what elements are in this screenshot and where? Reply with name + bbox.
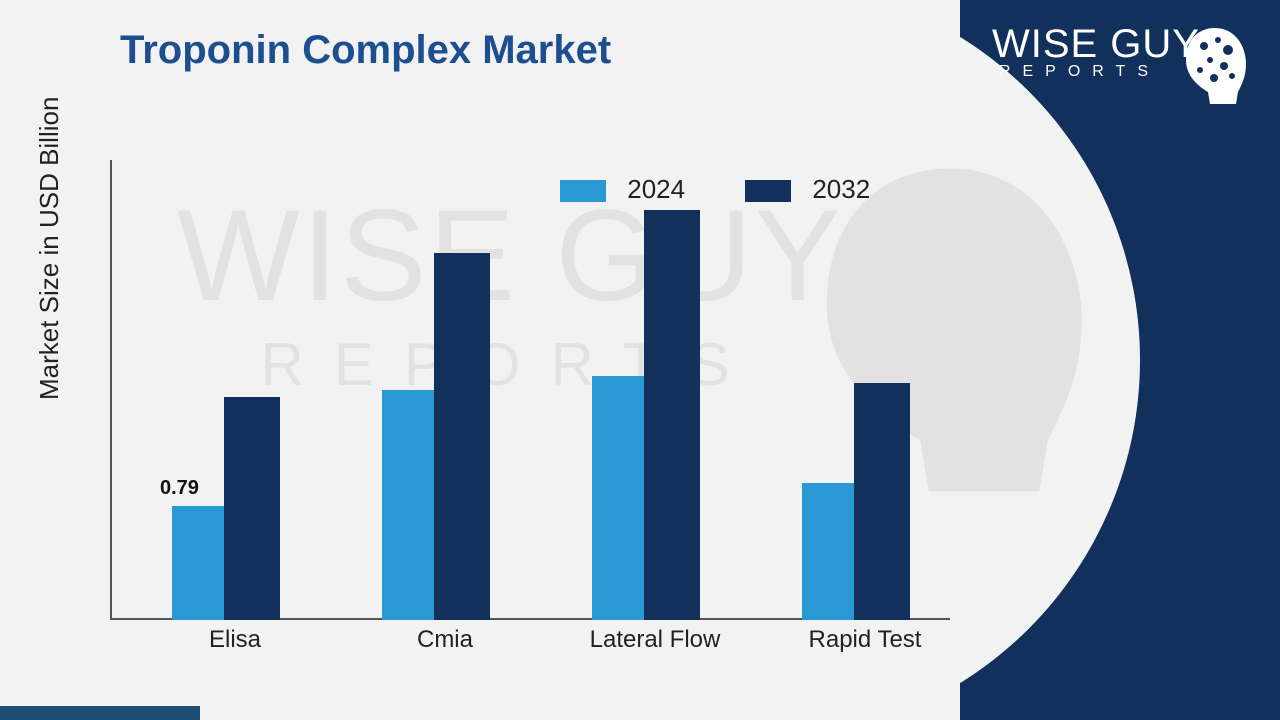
- bar-2024: [802, 483, 858, 620]
- x-tick-label: Cmia: [345, 620, 545, 654]
- bar-2024: [592, 376, 648, 620]
- bar-2024: [382, 390, 438, 620]
- y-axis-line: [110, 160, 112, 620]
- plot-area: Elisa0.79CmiaLateral FlowRapid Test: [110, 160, 950, 620]
- y-axis-label: Market Size in USD Billion: [34, 97, 65, 400]
- x-tick-label: Elisa: [135, 620, 335, 654]
- bar-value-label: 0.79: [160, 477, 199, 500]
- chart: Market Size in USD Billion 2024 2032 Eli…: [0, 0, 1280, 720]
- x-tick-label: Rapid Test: [765, 620, 965, 654]
- bar-2032: [434, 253, 490, 620]
- bar-2032: [644, 210, 700, 620]
- x-tick-label: Lateral Flow: [555, 620, 755, 654]
- bar-2032: [224, 397, 280, 620]
- bar-2032: [854, 383, 910, 620]
- bar-2024: [172, 506, 228, 620]
